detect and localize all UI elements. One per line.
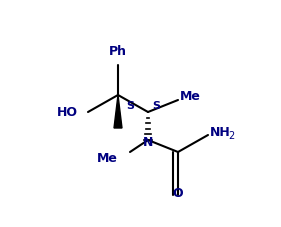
Text: 2: 2 — [228, 131, 234, 141]
Text: N: N — [143, 136, 153, 150]
Text: Me: Me — [97, 151, 118, 165]
Text: Me: Me — [180, 91, 201, 104]
Text: S: S — [152, 101, 160, 111]
Text: Ph: Ph — [109, 45, 127, 58]
Text: HO: HO — [57, 106, 78, 118]
Text: NH: NH — [210, 126, 231, 138]
Text: O: O — [173, 187, 183, 200]
Text: S: S — [126, 101, 134, 111]
Polygon shape — [114, 95, 122, 128]
